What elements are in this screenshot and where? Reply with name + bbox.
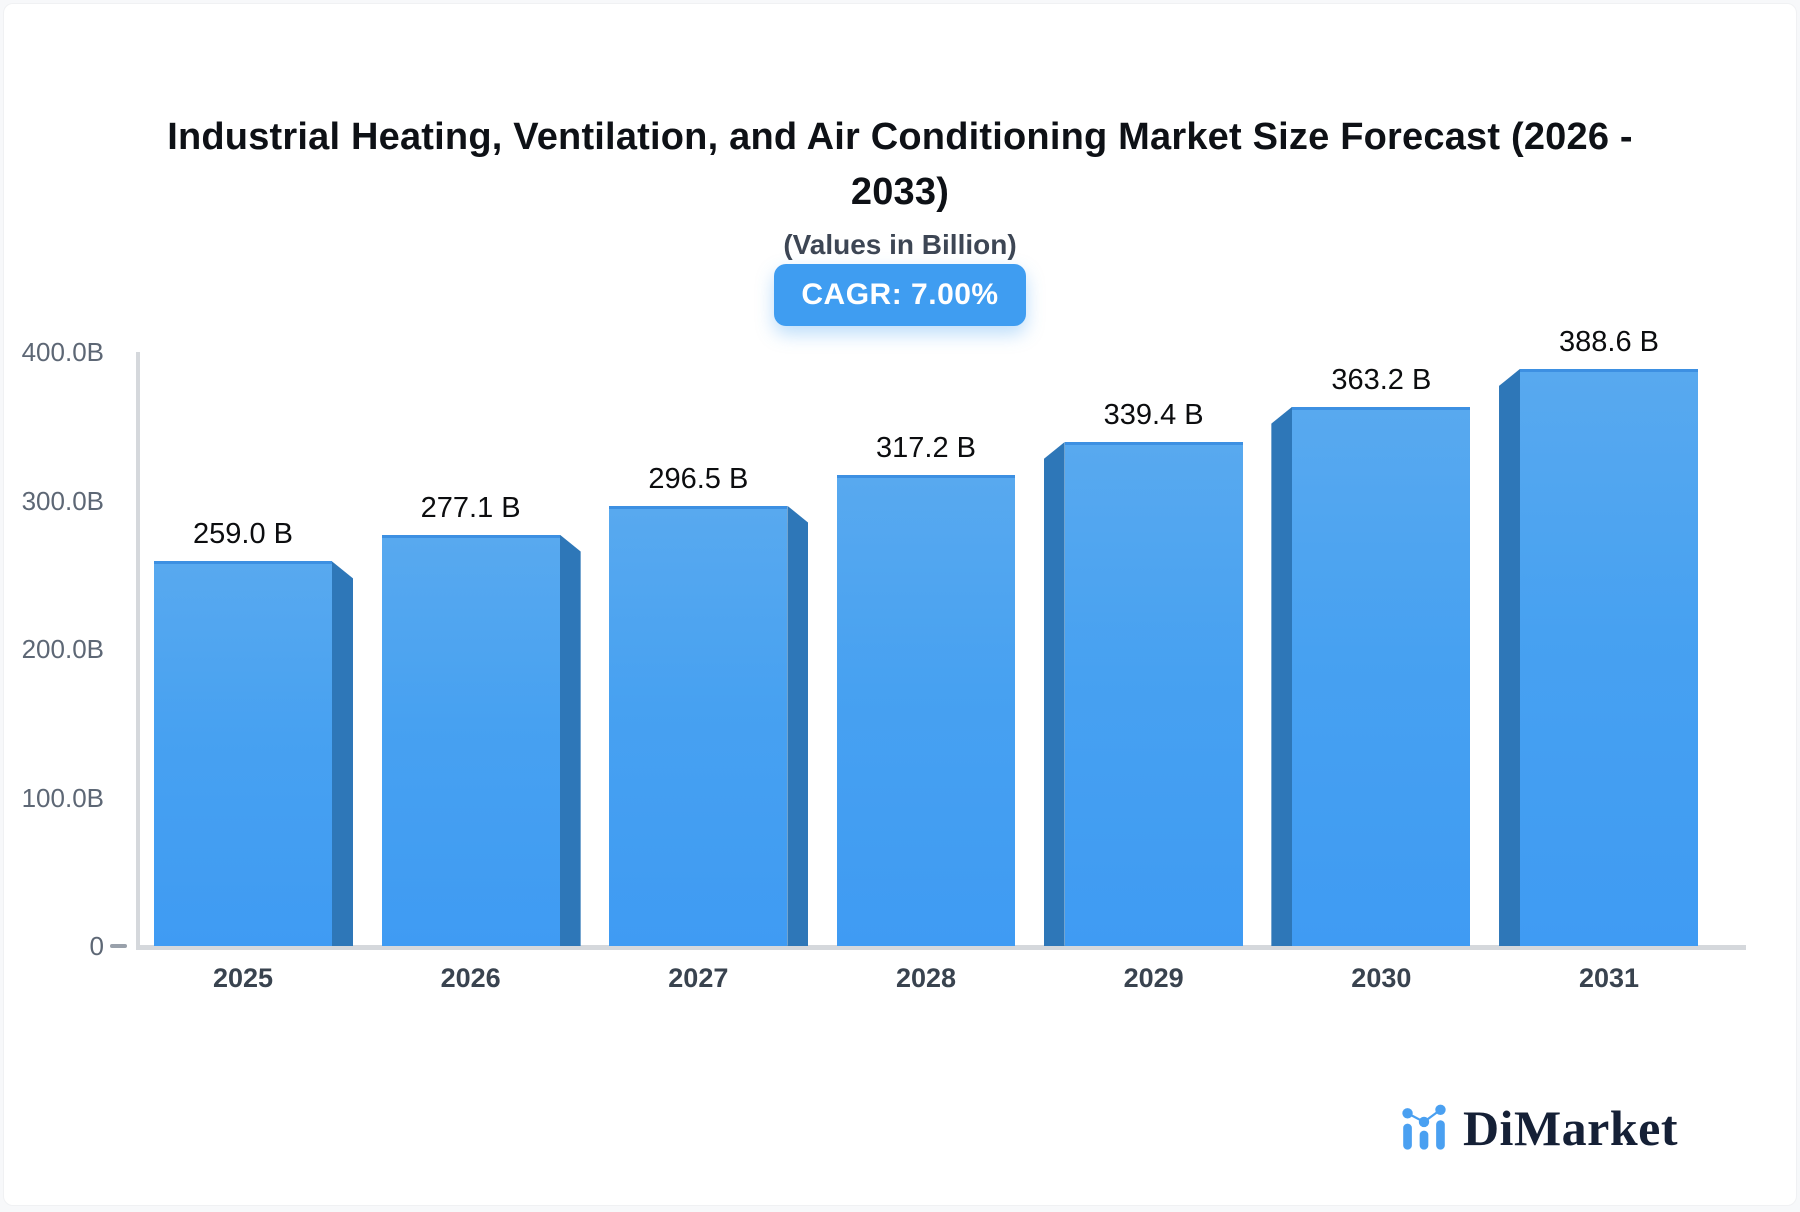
bar-2026 bbox=[381, 534, 560, 946]
chart-subtitle: (Values in Billion) bbox=[783, 229, 1017, 260]
x-axis-label: 2026 bbox=[440, 963, 501, 993]
bar-3d-side bbox=[332, 561, 353, 946]
dimarket-logo-icon bbox=[1402, 1104, 1446, 1150]
y-tick-label: 100.0B bbox=[21, 782, 104, 813]
bar-value-label: 363.2 B bbox=[1331, 363, 1432, 396]
x-axis-line bbox=[136, 945, 1746, 950]
x-axis-label: 2031 bbox=[1578, 963, 1640, 993]
cagr-badge: CAGR: 7.00% bbox=[774, 264, 1026, 326]
chart-title: Industrial Heating, Ventilation, and Air… bbox=[4, 110, 1796, 220]
zero-tick-mark bbox=[110, 944, 127, 948]
y-tick-label: 200.0B bbox=[21, 634, 104, 664]
bar-2027 bbox=[609, 505, 788, 946]
brand-name: DiMarket bbox=[1462, 1100, 1678, 1156]
bar-value-label: 388.6 B bbox=[1559, 325, 1659, 358]
bar-2030 bbox=[1292, 406, 1471, 946]
x-axis-label: 2027 bbox=[668, 963, 729, 993]
bar-2028 bbox=[837, 474, 1015, 946]
bar-3d-side bbox=[787, 505, 809, 946]
chart-card: Industrial Heating, Ventilation, and Air… bbox=[3, 3, 1797, 1206]
bar-3d-side bbox=[1271, 406, 1293, 946]
bar-value-label: 277.1 B bbox=[420, 491, 521, 524]
bar-value-label: 317.2 B bbox=[876, 431, 976, 464]
y-tick-label: 0 bbox=[89, 931, 104, 961]
chart-title-line1: Industrial Heating, Ventilation, and Air… bbox=[167, 116, 1633, 158]
bar-3d-side bbox=[1043, 441, 1065, 946]
x-axis-label: 2030 bbox=[1351, 963, 1412, 993]
bar-2025 bbox=[154, 561, 332, 946]
x-axis-label: 2025 bbox=[212, 963, 274, 993]
y-tick-label: 400.0B bbox=[21, 337, 104, 367]
bar-3d-side bbox=[559, 534, 581, 946]
bar-value-label: 259.0 B bbox=[193, 518, 293, 551]
x-axis-label: 2028 bbox=[895, 963, 957, 993]
bar-2029 bbox=[1064, 441, 1243, 946]
bar-value-label: 296.5 B bbox=[648, 462, 749, 495]
bar-3d-side bbox=[1499, 368, 1521, 946]
y-tick-label: 300.0B bbox=[21, 485, 104, 516]
dimarket-logo: DiMarket bbox=[1398, 1102, 1678, 1154]
y-axis-line bbox=[136, 352, 140, 950]
chart-title-line2: 2033) bbox=[850, 171, 950, 213]
cagr-badge-row: CAGR: 7.00% bbox=[4, 264, 1796, 326]
bar-2031 bbox=[1520, 368, 1699, 946]
x-axis-label: 2029 bbox=[1123, 963, 1184, 993]
bar-value-label: 339.4 B bbox=[1103, 398, 1204, 431]
